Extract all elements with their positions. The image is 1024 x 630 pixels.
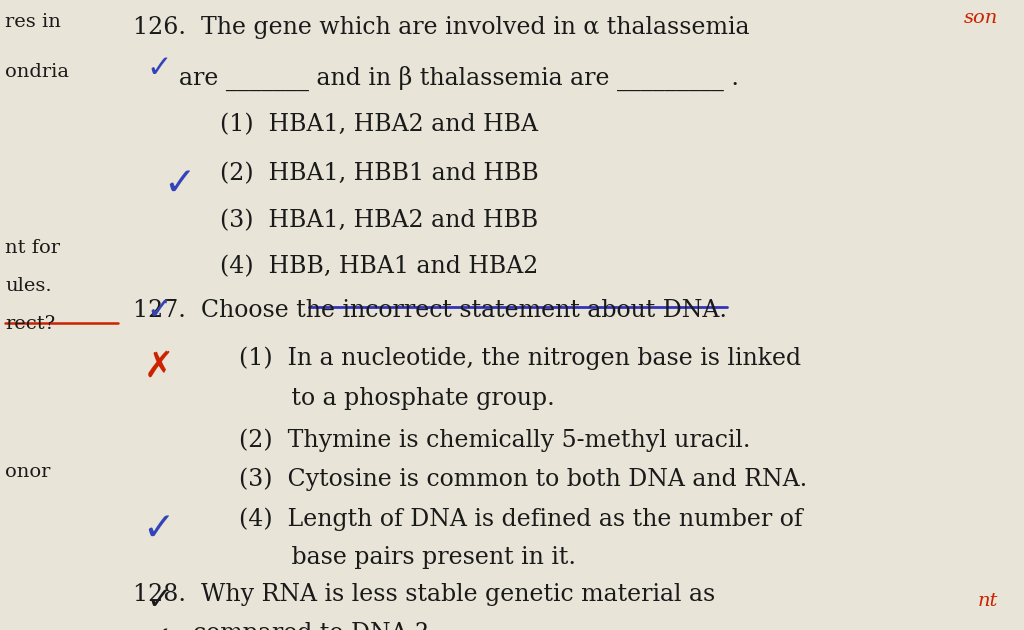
Text: ✗: ✗ — [143, 350, 174, 384]
Text: ✓: ✓ — [146, 625, 171, 630]
Text: 126.  The gene which are involved in α thalassemia: 126. The gene which are involved in α th… — [133, 16, 750, 39]
Text: (3)  HBA1, HBA2 and HBB: (3) HBA1, HBA2 and HBB — [220, 209, 539, 232]
Text: ✓: ✓ — [146, 54, 171, 83]
Text: nt: nt — [978, 592, 998, 610]
Text: are _______ and in β thalassemia are _________ .: are _______ and in β thalassemia are ___… — [179, 66, 739, 91]
Text: (2)  HBA1, HBB1 and HBB: (2) HBA1, HBB1 and HBB — [220, 162, 539, 185]
Text: (4)  Length of DNA is defined as the number of: (4) Length of DNA is defined as the numb… — [179, 507, 803, 530]
Text: res in: res in — [5, 13, 61, 31]
Text: son: son — [965, 9, 998, 28]
Text: base pairs present in it.: base pairs present in it. — [179, 546, 577, 570]
Text: to a phosphate group.: to a phosphate group. — [179, 387, 555, 411]
Text: ✓: ✓ — [142, 510, 175, 548]
Text: (3)  Cytosine is common to both DNA and RNA.: (3) Cytosine is common to both DNA and R… — [179, 467, 808, 491]
Text: (1)  HBA1, HBA2 and HBA: (1) HBA1, HBA2 and HBA — [220, 113, 539, 137]
Text: onor: onor — [5, 463, 50, 481]
Text: nt for: nt for — [5, 239, 60, 258]
Text: (1)  In a nucleotide, the nitrogen base is linked: (1) In a nucleotide, the nitrogen base i… — [179, 346, 802, 370]
Text: ✓: ✓ — [146, 586, 171, 615]
Text: (2)  Thymine is chemically 5-methyl uracil.: (2) Thymine is chemically 5-methyl uraci… — [179, 428, 751, 452]
Text: ✓: ✓ — [163, 165, 196, 203]
Text: 128.  Why RNA is less stable genetic material as: 128. Why RNA is less stable genetic mate… — [133, 583, 716, 606]
Text: compared to DNA ?: compared to DNA ? — [133, 622, 428, 630]
Text: (4)  HBB, HBA1 and HBA2: (4) HBB, HBA1 and HBA2 — [220, 255, 539, 278]
Text: 127.  Choose the incorrect statement about DNA.: 127. Choose the incorrect statement abou… — [133, 299, 727, 323]
Text: ondria: ondria — [5, 63, 70, 81]
Text: rect?: rect? — [5, 315, 55, 333]
Text: ules.: ules. — [5, 277, 52, 295]
Text: ✓: ✓ — [146, 296, 171, 325]
